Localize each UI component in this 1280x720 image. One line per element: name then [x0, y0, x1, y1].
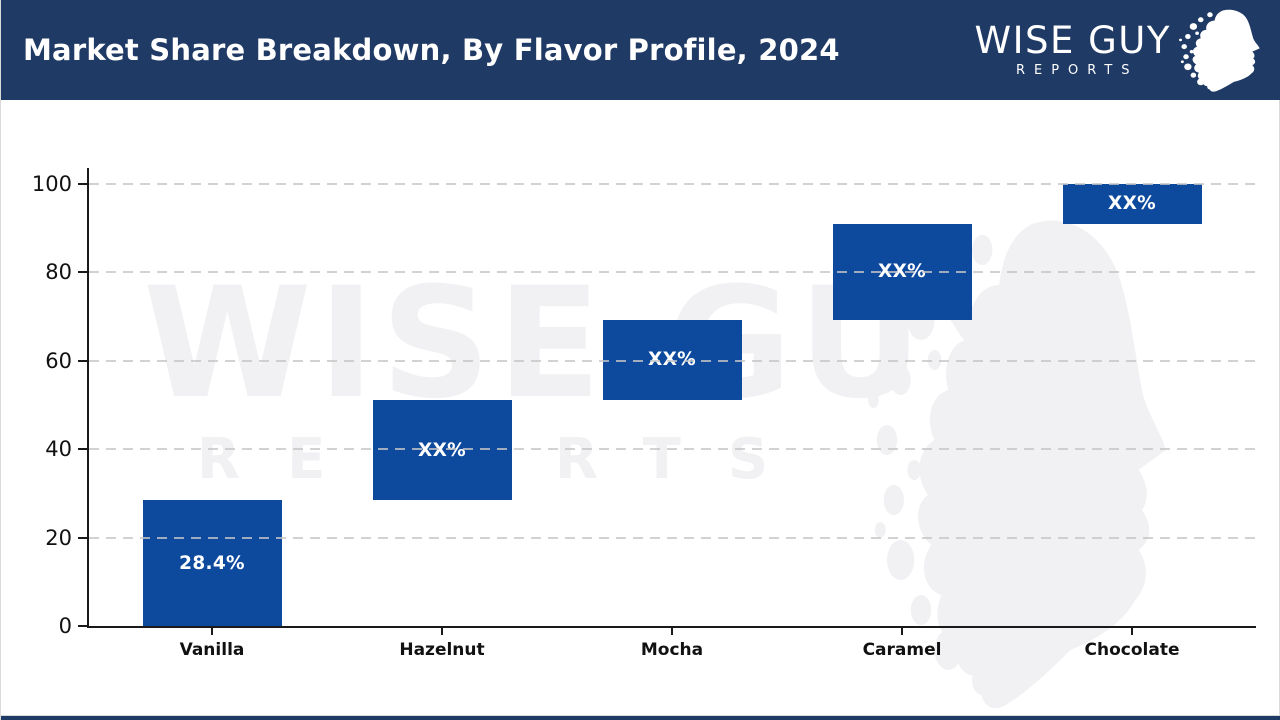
y-tick-label-0: 0	[58, 614, 72, 638]
x-tick-caramel	[901, 628, 903, 635]
gridline-y40	[89, 448, 1256, 451]
gridline-y80	[89, 271, 1256, 274]
x-tick-mocha	[671, 628, 673, 635]
bar-vanilla: 28.4%	[142, 500, 282, 626]
bar-value-label: 28.4%	[179, 552, 245, 574]
y-tick-label-20: 20	[45, 525, 72, 550]
logo-text: WISE GUY REPORTS	[975, 22, 1171, 78]
y-tick-80	[78, 271, 87, 274]
y-tick-20	[78, 536, 87, 539]
y-tick-label-40: 40	[45, 437, 72, 462]
x-tick-hazelnut	[441, 628, 443, 635]
wise-guy-logo: WISE GUY REPORTS	[975, 8, 1267, 92]
header-bar: Market Share Breakdown, By Flavor Profil…	[1, 0, 1280, 100]
chart-title: Market Share Breakdown, By Flavor Profil…	[23, 33, 840, 67]
y-tick-0	[78, 625, 87, 627]
x-tick-chocolate	[1131, 628, 1133, 635]
chart-plot-area: 28.4%XX%XX%XX%XX%020406080100VanillaHaze…	[1, 100, 1280, 716]
logo-subtitle: REPORTS	[1015, 63, 1139, 78]
footer-bar	[1, 716, 1280, 720]
gridline-y100	[89, 183, 1256, 185]
x-category-label-chocolate: Chocolate	[1084, 640, 1180, 660]
gridline-y20	[89, 536, 1256, 539]
y-tick-label-60: 60	[45, 348, 72, 373]
logo-name: WISE GUY	[974, 19, 1171, 62]
x-category-label-caramel: Caramel	[862, 640, 942, 660]
gridline-y60	[89, 359, 1256, 362]
bottom-border-line	[1, 715, 1280, 716]
bar-value-label: XX%	[1108, 193, 1156, 215]
wise-guy-face-icon	[1179, 9, 1260, 92]
y-axis-line	[87, 168, 89, 628]
x-category-label-vanilla: Vanilla	[179, 640, 245, 660]
y-tick-40	[78, 448, 87, 451]
x-axis-line	[87, 626, 1256, 628]
x-tick-vanilla	[211, 628, 213, 635]
x-category-label-hazelnut: Hazelnut	[399, 640, 485, 660]
y-tick-label-100: 100	[31, 172, 72, 196]
bar-chocolate: XX%	[1062, 184, 1202, 224]
y-tick-60	[78, 359, 87, 362]
y-tick-100	[78, 183, 87, 185]
y-tick-label-80: 80	[45, 260, 72, 285]
x-category-label-mocha: Mocha	[640, 640, 704, 660]
